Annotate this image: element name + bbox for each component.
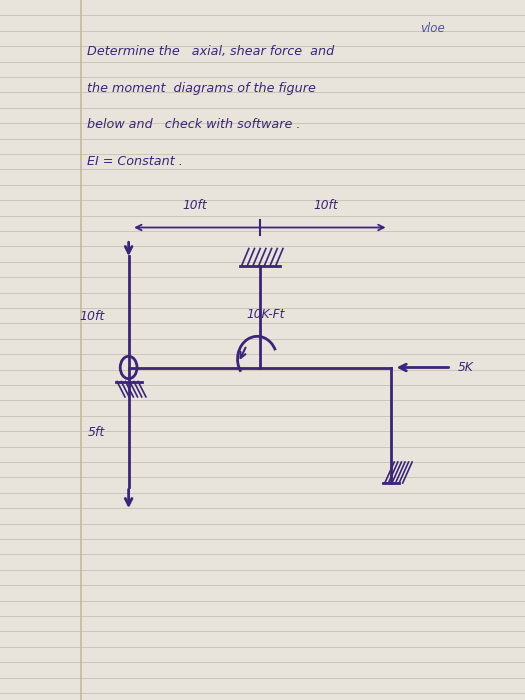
Text: 10ft: 10ft bbox=[182, 199, 206, 212]
Text: 5ft: 5ft bbox=[88, 426, 105, 439]
Text: the moment  diagrams of the figure: the moment diagrams of the figure bbox=[87, 82, 316, 95]
Text: 10ft: 10ft bbox=[80, 310, 105, 323]
Text: 5K: 5K bbox=[458, 361, 474, 374]
Text: 10ft: 10ft bbox=[313, 199, 338, 212]
Text: 10K-Ft: 10K-Ft bbox=[246, 307, 285, 321]
Text: vloe: vloe bbox=[420, 22, 445, 36]
Text: EI = Constant .: EI = Constant . bbox=[87, 155, 182, 168]
Text: Determine the   axial, shear force  and: Determine the axial, shear force and bbox=[87, 46, 334, 59]
Text: below and   check with software .: below and check with software . bbox=[87, 118, 300, 132]
